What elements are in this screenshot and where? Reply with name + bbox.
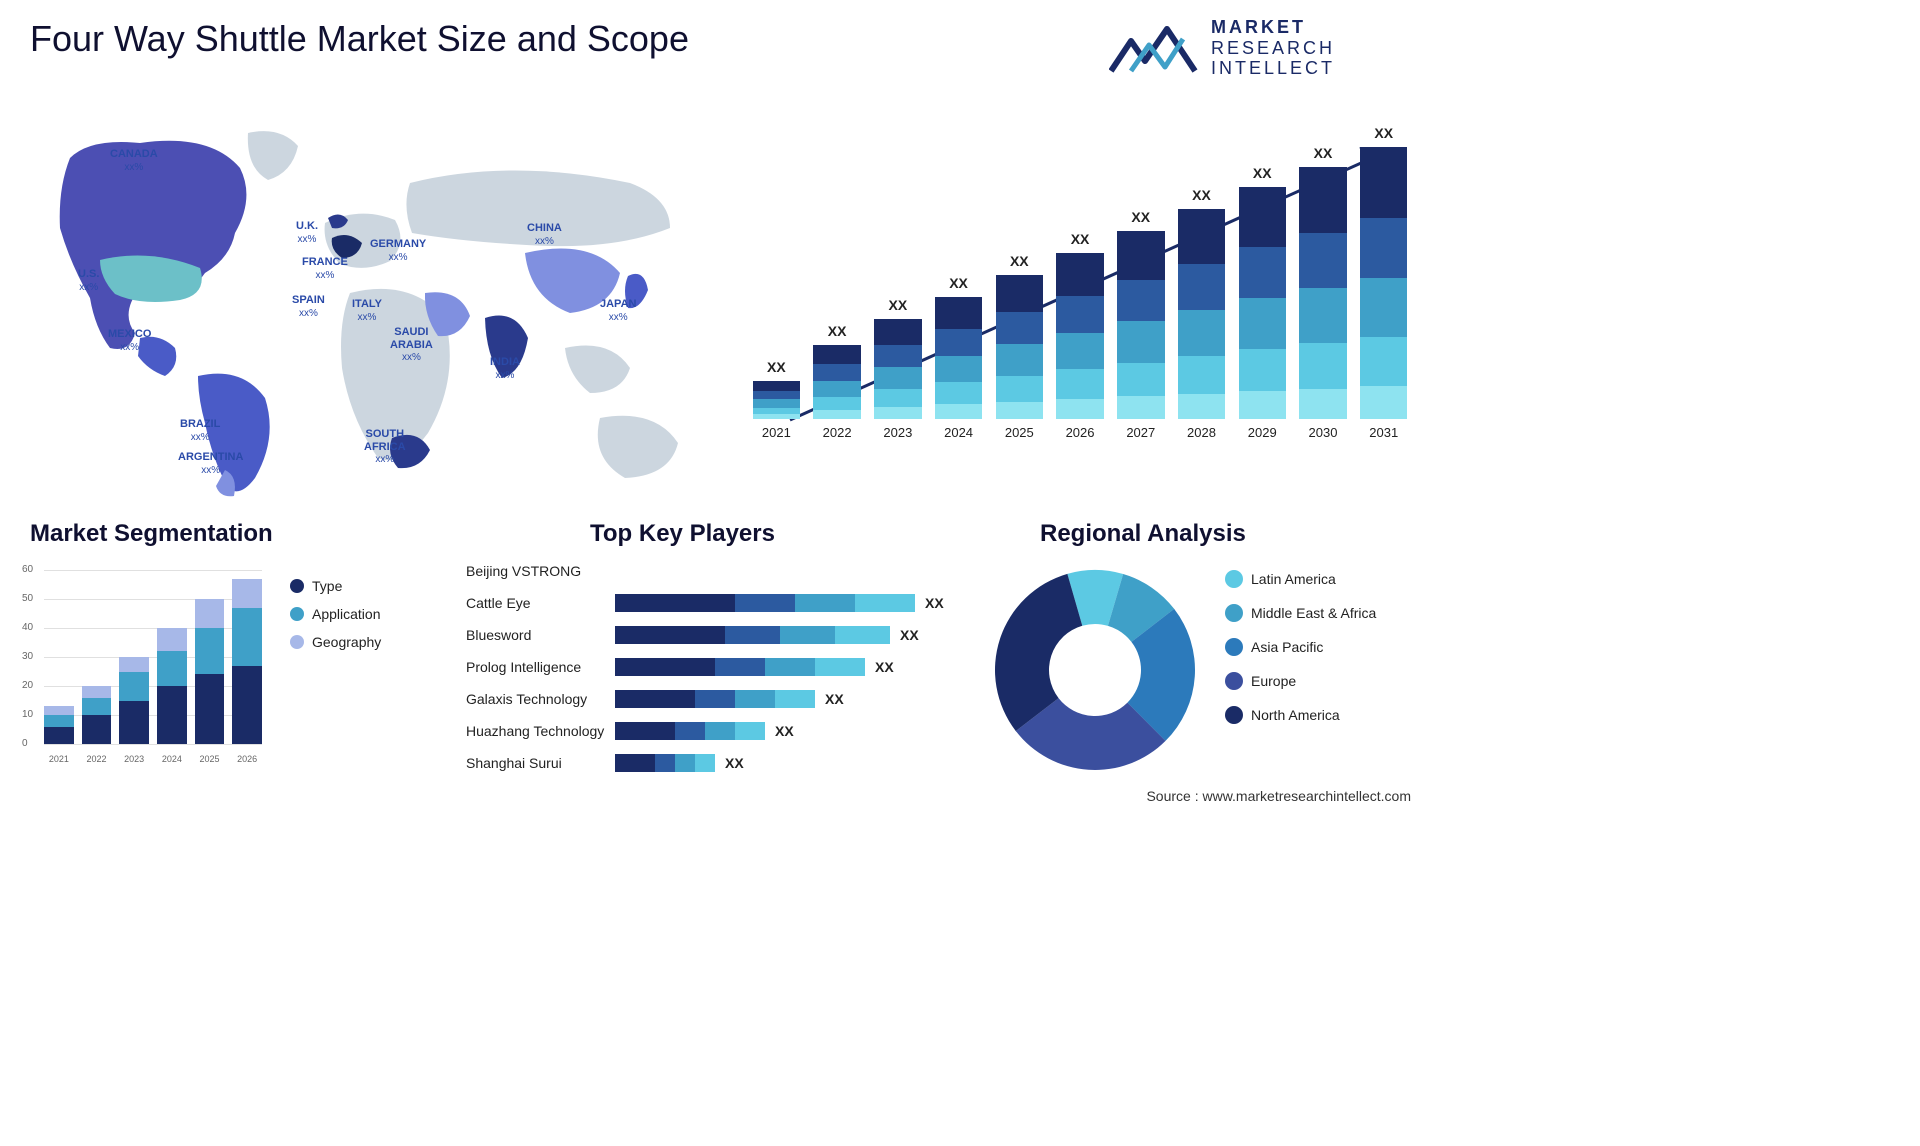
size-bar: XX2021 [750, 359, 803, 440]
map-label: JAPANxx% [600, 298, 636, 323]
size-bar: XX2022 [811, 323, 864, 440]
segmentation-title: Market Segmentation [30, 520, 273, 548]
map-label: U.S.xx% [78, 268, 99, 293]
segmentation-legend: Type Application Geography [290, 578, 381, 662]
size-bar: XX2023 [871, 297, 924, 440]
seg-bar [195, 599, 225, 744]
map-label: GERMANYxx% [370, 238, 426, 263]
legend-item: North America [1225, 706, 1376, 724]
map-australia [598, 416, 678, 478]
seg-bar [119, 657, 149, 744]
size-bar: XX2026 [1054, 231, 1107, 440]
regional-title: Regional Analysis [1040, 520, 1246, 548]
legend-item: Asia Pacific [1225, 638, 1376, 656]
legend-item: Europe [1225, 672, 1376, 690]
map-label: INDIAxx% [490, 356, 520, 381]
logo-line2: RESEARCH [1211, 38, 1335, 59]
player-row: Beijing VSTRONG [460, 557, 960, 585]
size-bar: XX2029 [1236, 165, 1289, 440]
map-label: CANADAxx% [110, 148, 158, 173]
map-label: BRAZILxx% [180, 418, 220, 443]
donut-segment [995, 574, 1082, 731]
legend-item: Geography [290, 634, 381, 650]
map-label: SAUDIARABIAxx% [390, 326, 433, 364]
map-label: U.K.xx% [296, 220, 318, 245]
regional-donut [985, 560, 1205, 780]
map-label: SOUTHAFRICAxx% [364, 428, 406, 466]
legend-item: Latin America [1225, 570, 1376, 588]
size-bar: XX2030 [1297, 145, 1350, 440]
page-title: Four Way Shuttle Market Size and Scope [30, 18, 689, 60]
player-row: BlueswordXX [460, 621, 960, 649]
map-label: SPAINxx% [292, 294, 325, 319]
market-size-chart: XX2021XX2022XX2023XX2024XX2025XX2026XX20… [740, 110, 1420, 470]
seg-bar [157, 628, 187, 744]
legend-item: Middle East & Africa [1225, 604, 1376, 622]
map-greenland [248, 131, 298, 180]
players-title: Top Key Players [590, 520, 775, 548]
logo-line1: MARKET [1211, 17, 1335, 38]
map-label: MEXICOxx% [108, 328, 151, 353]
size-bar: XX2024 [932, 275, 985, 440]
seg-bar [44, 706, 74, 744]
segmentation-chart: 0102030405060 202120222023202420252026 [20, 560, 270, 770]
source-attribution: Source : www.marketresearchintellect.com [1146, 788, 1411, 804]
size-bar: XX2027 [1114, 209, 1167, 440]
player-row: Cattle EyeXX [460, 589, 960, 617]
players-chart: Beijing VSTRONG Cattle EyeXX BlueswordXX Pr… [460, 557, 960, 787]
legend-item: Application [290, 606, 381, 622]
player-row: Huazhang TechnologyXX [460, 717, 960, 745]
seg-bar [82, 686, 112, 744]
logo-line3: INTELLECT [1211, 58, 1335, 79]
map-label: CHINAxx% [527, 222, 562, 247]
brand-logo: MARKET RESEARCH INTELLECT [1109, 18, 1409, 78]
size-bar: XX2031 [1357, 125, 1410, 440]
map-label: ITALYxx% [352, 298, 382, 323]
regional-legend: Latin America Middle East & Africa Asia Pa… [1225, 570, 1376, 740]
player-row: Prolog IntelligenceXX [460, 653, 960, 681]
size-bar: XX2025 [993, 253, 1046, 440]
map-label: FRANCExx% [302, 256, 348, 281]
legend-item: Type [290, 578, 381, 594]
player-row: Galaxis TechnologyXX [460, 685, 960, 713]
logo-icon [1109, 21, 1199, 75]
size-bar: XX2028 [1175, 187, 1228, 440]
map-label: ARGENTINAxx% [178, 451, 243, 476]
world-map: CANADAxx% U.S.xx% MEXICOxx% BRAZILxx% ARGENT… [30, 98, 710, 498]
map-seasia [565, 346, 630, 394]
seg-bar [232, 579, 262, 744]
player-row: Shanghai SuruiXX [460, 749, 960, 777]
